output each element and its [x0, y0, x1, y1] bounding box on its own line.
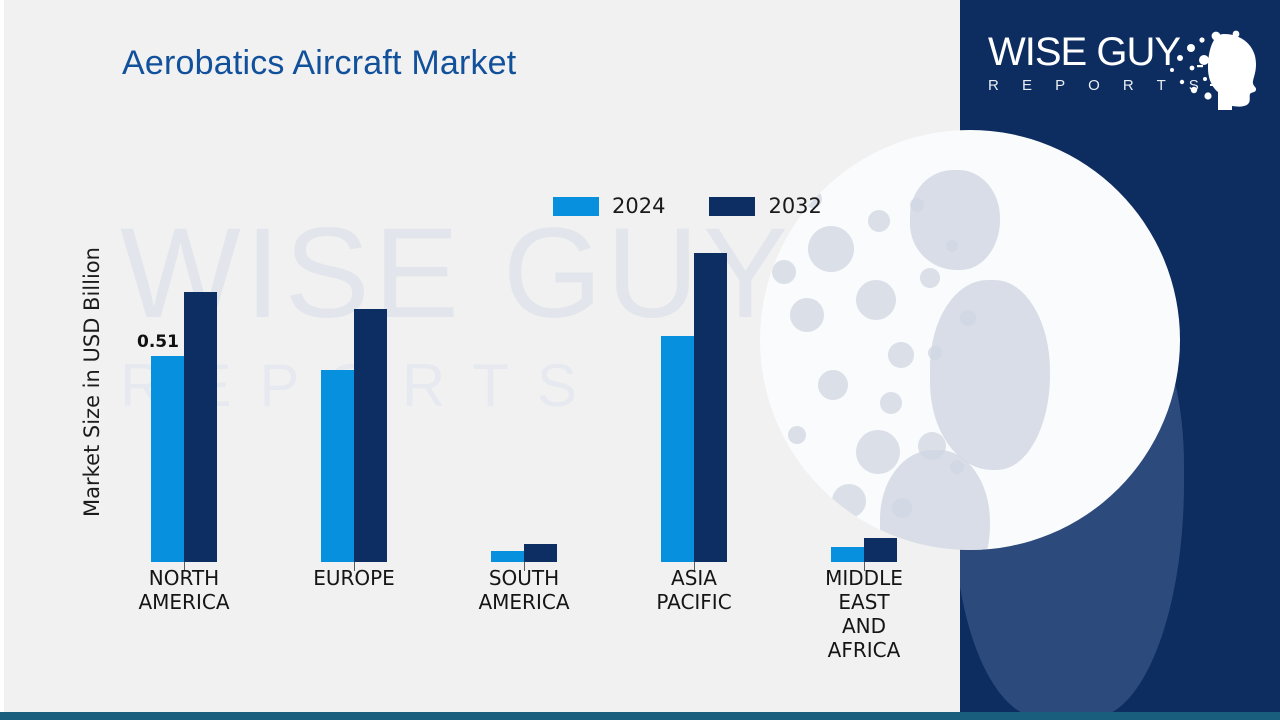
bar-group	[661, 190, 727, 562]
bar-2032-europe[interactable]	[354, 309, 387, 562]
x-axis-label-asia-pacific: ASIA PACIFIC	[614, 566, 774, 614]
head-chin-shape	[1046, 520, 1132, 630]
decorative-dot	[856, 280, 896, 320]
x-axis-tick	[864, 562, 865, 571]
bar-2032-middle-east-and-africa[interactable]	[864, 538, 897, 562]
logo-secondary-text: R E P O R T S	[988, 77, 1209, 94]
decorative-dot	[868, 210, 890, 232]
x-axis-label-line: AFRICA	[827, 638, 901, 662]
bar-2024-middle-east-and-africa[interactable]	[831, 547, 864, 562]
legend-label-2032: 2032	[768, 194, 822, 218]
logo-head-icon	[1208, 34, 1257, 110]
bar-2024-north-america[interactable]: 0.51	[137, 332, 184, 562]
bar-value-label: 0.51	[137, 332, 179, 352]
bar-2024-europe[interactable]	[321, 370, 354, 562]
x-axis-label-line: AND	[841, 614, 887, 638]
bar-2032-south-america[interactable]	[524, 544, 557, 562]
bar-group: 0.51	[137, 190, 217, 562]
x-axis-label-middle-east-and-africa: MIDDLE EAST AND AFRICA	[784, 566, 944, 662]
x-axis-label-line: MIDDLE	[825, 566, 903, 590]
x-axis-label-south-america: SOUTH AMERICA	[444, 566, 604, 614]
decorative-dot	[772, 260, 796, 284]
decorative-shape	[910, 170, 1000, 270]
x-axis-label-line: ASIA	[671, 566, 717, 590]
x-axis-label-line: EAST	[838, 590, 890, 614]
x-axis-label-line: NORTH	[148, 566, 220, 590]
decorative-circle	[760, 130, 1180, 550]
decorative-dot	[790, 298, 824, 332]
left-edge-strip	[0, 0, 4, 712]
x-axis-label-line: AMERICA	[478, 590, 570, 614]
x-axis-tick	[694, 562, 695, 571]
brand-logo: WISE GUY R E P O R T S	[988, 30, 1258, 116]
decorative-shape	[880, 450, 990, 550]
decorative-dot	[818, 370, 848, 400]
bar-2024-south-america[interactable]	[491, 551, 524, 562]
decorative-dot	[888, 342, 914, 368]
logo-primary-text: WISE GUY	[988, 30, 1181, 74]
bar-group	[831, 190, 897, 562]
x-axis-label-line: EUROPE	[313, 566, 395, 590]
legend-label-2024: 2024	[612, 194, 666, 218]
decorative-dot	[880, 392, 902, 414]
decorative-dot	[808, 226, 854, 272]
decorative-dot	[804, 190, 822, 208]
decorative-shape	[930, 280, 1050, 470]
y-axis-label: Market Size in USD Billion	[80, 247, 104, 517]
decorative-dot	[920, 268, 940, 288]
x-axis-label-line: SOUTH	[488, 566, 560, 590]
x-axis-tick	[524, 562, 525, 571]
bar-2032-asia-pacific[interactable]	[694, 253, 727, 562]
legend-swatch-2032	[709, 197, 756, 216]
legend-item-2032[interactable]: 2032	[709, 194, 822, 218]
chart-legend: 2024 2032	[553, 196, 822, 217]
bar-group	[491, 190, 557, 562]
bar-group	[321, 190, 387, 562]
plot-area: 0.51	[120, 190, 940, 571]
decorative-dot	[856, 430, 900, 474]
x-axis-tick	[184, 562, 185, 571]
x-axis-label-line: PACIFIC	[656, 590, 732, 614]
x-axis-label-europe: EUROPE	[274, 566, 434, 590]
bottom-accent-strip	[0, 712, 1280, 720]
x-axis-label-north-america: NORTH AMERICA	[104, 566, 264, 614]
decorative-dot	[788, 426, 806, 444]
x-axis-tick	[354, 562, 355, 571]
decorative-dot	[832, 484, 866, 518]
legend-swatch-2024	[553, 197, 599, 216]
bar-2032-north-america[interactable]	[184, 292, 217, 562]
page-title: Aerobatics Aircraft Market	[122, 44, 517, 82]
bar-2024-asia-pacific[interactable]	[661, 336, 694, 562]
x-axis-label-line: AMERICA	[138, 590, 230, 614]
legend-item-2024[interactable]: 2024	[553, 196, 665, 217]
